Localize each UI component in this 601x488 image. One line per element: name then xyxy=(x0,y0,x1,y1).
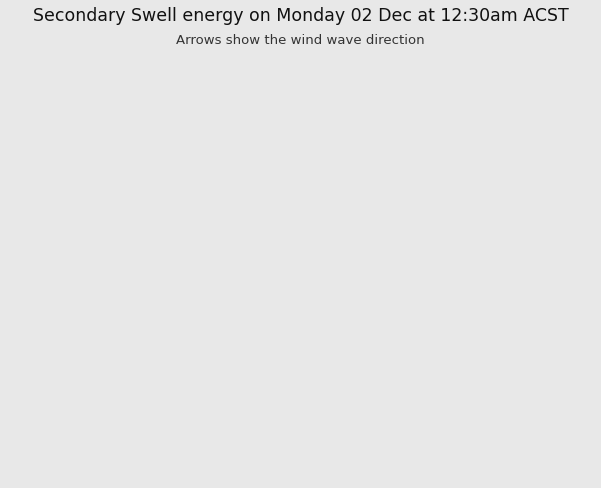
Text: Arrows show the wind wave direction: Arrows show the wind wave direction xyxy=(176,35,425,47)
Text: Secondary Swell energy on Monday 02 Dec at 12:30am ACST: Secondary Swell energy on Monday 02 Dec … xyxy=(32,7,569,25)
